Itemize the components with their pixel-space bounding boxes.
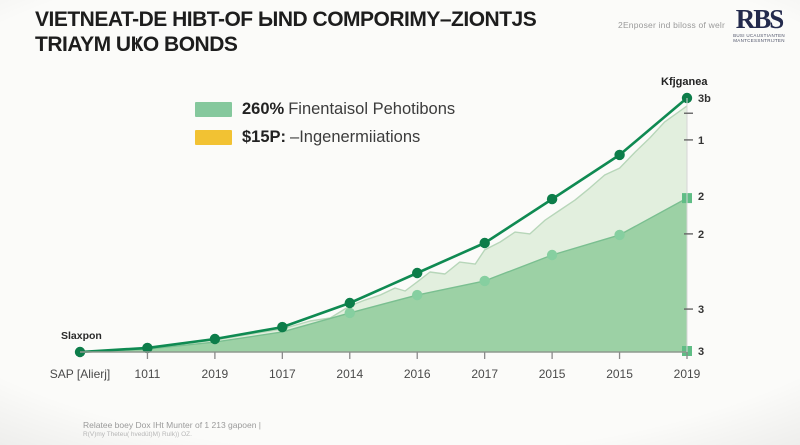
chart-legend: 260% Finentaisol Pehotibons $15P: –Ingener… xyxy=(195,100,455,156)
x-tick-label: 2019 xyxy=(202,367,229,381)
dark-line-marker xyxy=(209,333,221,345)
right-axis-label: 3b xyxy=(698,93,711,105)
dark-line-marker xyxy=(412,267,423,279)
footnote: Relatee boey Dox IHt Munter of 1 213 gap… xyxy=(83,420,261,439)
medium-area-edge xyxy=(79,197,688,353)
right-axis-label: 3 xyxy=(698,346,704,358)
series-start-label: Slaxpon xyxy=(61,330,102,342)
logo-text: RBS xyxy=(735,4,785,34)
legend-swatch-yellow xyxy=(195,130,232,145)
legend-item-yellow: $15P: –Ingenermiiations xyxy=(195,128,455,147)
medium-area-fill xyxy=(80,198,687,352)
medium-area-marker xyxy=(344,307,355,319)
legend-swatch-green xyxy=(195,102,232,117)
medium-area-marker xyxy=(614,229,625,241)
x-tick-label: 2019 xyxy=(674,367,701,381)
legend-label: 260% Finentaisol Pehotibons xyxy=(242,100,456,118)
x-tick-label: 2017 xyxy=(471,367,498,381)
logo-subline-2: MANTCESSNTRIJTEN xyxy=(733,38,785,43)
dark-line-marker xyxy=(614,149,625,161)
medium-area-marker xyxy=(546,249,558,261)
x-tick-label: 2015 xyxy=(606,367,633,381)
x-tick-label: 1017 xyxy=(269,367,296,381)
x-tick-label: 2014 xyxy=(336,367,363,381)
light-jagged-area-edge xyxy=(79,105,688,353)
page-title: VIETNEAT-DE HIBT-OF ЬIND COMPORIMY–ZIONT… xyxy=(35,7,537,57)
x-tick-label: 2016 xyxy=(404,367,431,381)
right-axis-label: 3 xyxy=(698,304,704,316)
dark-line-marker xyxy=(546,193,558,205)
x-tick-label: 2015 xyxy=(539,367,566,381)
right-axis-title: Kfjganea xyxy=(661,76,708,88)
dark-line-marker xyxy=(479,237,490,249)
medium-area-marker xyxy=(479,275,490,287)
brand-logo: RBS BUSI UCAUSTIANTEN MANTCESSNTRIJTEN xyxy=(733,4,785,44)
x-tick-label: SAP [Alierj] xyxy=(50,367,110,381)
dark-line-marker xyxy=(277,321,288,333)
dark-line-marker xyxy=(142,342,153,354)
right-axis-label: 2 xyxy=(698,191,704,203)
footnote-line1: Relatee boey Dox IHt Munter of 1 213 gap… xyxy=(83,420,261,430)
right-axis-label: 1 xyxy=(698,135,704,147)
dark-line xyxy=(79,97,688,354)
x-tick-label: 1011 xyxy=(135,367,161,381)
dark-line-marker xyxy=(344,297,355,309)
header-note: 2Enposer ind biloss of welr xyxy=(618,20,725,30)
title-line2: TRIAYM UҜO BONDS xyxy=(35,33,238,56)
title-line1: VIETNEAT-DE HIBT-OF ЬIND COMPORIMY–ZIONT… xyxy=(35,8,537,31)
legend-item-green: 260% Finentaisol Pehotibons xyxy=(195,100,455,119)
legend-label: $15P: –Ingenermiiations xyxy=(242,128,421,146)
right-axis-label: 2 xyxy=(698,229,704,241)
footnote-line2: R(V)my Theteu( hvedüt)M) Rulk)) OZ. xyxy=(83,431,192,438)
logo-subline-1: BUSI UCAUSTIANTEN xyxy=(733,33,785,38)
medium-area-marker xyxy=(412,289,423,301)
